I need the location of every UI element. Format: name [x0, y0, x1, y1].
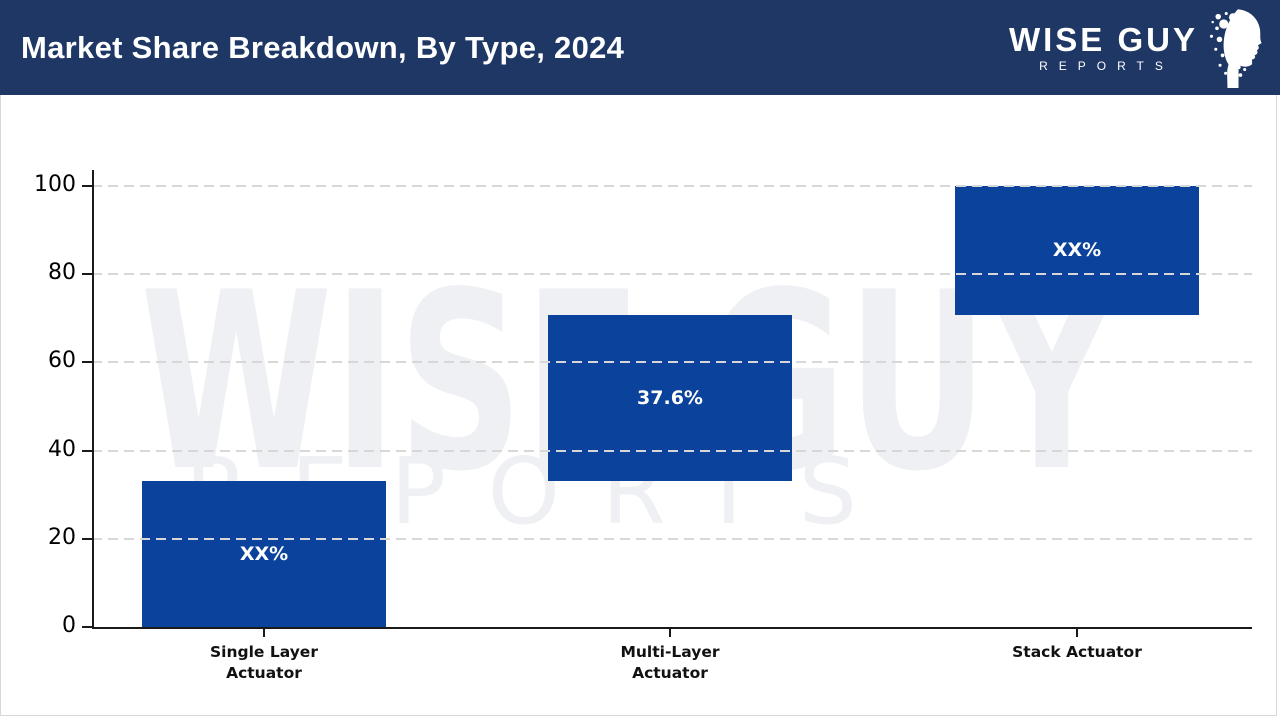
- header-bar: Market Share Breakdown, By Type, 2024 WI…: [0, 0, 1280, 95]
- y-axis-tick-label: 0: [62, 613, 76, 638]
- x-axis-category-label: Single Layer Actuator: [210, 643, 318, 682]
- logo-text: WISE GUY REPORTS: [1009, 23, 1198, 72]
- y-tick: [82, 626, 92, 628]
- page-title: Market Share Breakdown, By Type, 2024: [21, 29, 625, 65]
- bar-stack-actuator: [955, 186, 1199, 315]
- y-axis-tick-label: 100: [34, 172, 76, 197]
- y-axis-tick-label: 40: [48, 436, 76, 462]
- gridline: [92, 361, 1252, 364]
- y-axis-tick-label: 60: [48, 348, 76, 374]
- wise-guy-reports-logo: WISE GUY REPORTS: [1009, 8, 1264, 88]
- y-axis-tick-label: 20: [48, 524, 76, 550]
- logo-wordmark: WISE GUY: [1008, 21, 1198, 58]
- x-axis: [92, 627, 1252, 629]
- x-tick: [669, 629, 671, 637]
- y-axis: [92, 170, 94, 629]
- y-tick: [82, 537, 92, 540]
- gridline: [92, 273, 1252, 276]
- bar-value-label: XX%: [1052, 239, 1102, 262]
- bar-single-layer-actuator: [142, 480, 386, 627]
- x-axis-category-label: Multi-Layer Actuator: [620, 643, 720, 682]
- gridline: [92, 537, 1252, 540]
- dotted-face-logo-icon: [1202, 8, 1264, 88]
- y-tick: [82, 273, 92, 276]
- x-tick: [263, 629, 265, 637]
- gridline: [92, 449, 1252, 452]
- y-tick: [82, 361, 92, 364]
- gridline: [92, 185, 1252, 187]
- bar-value-label: 37.6%: [637, 386, 703, 409]
- y-axis-tick-label: 80: [48, 260, 76, 286]
- x-axis-category-label: Stack Actuator: [1012, 643, 1142, 661]
- logo-subtitle: REPORTS: [1039, 59, 1174, 73]
- y-tick: [82, 449, 92, 452]
- bar-multi-layer-actuator: [548, 314, 792, 481]
- x-tick: [1076, 629, 1078, 637]
- bar-value-label: XX%: [239, 542, 289, 565]
- y-tick: [82, 185, 92, 187]
